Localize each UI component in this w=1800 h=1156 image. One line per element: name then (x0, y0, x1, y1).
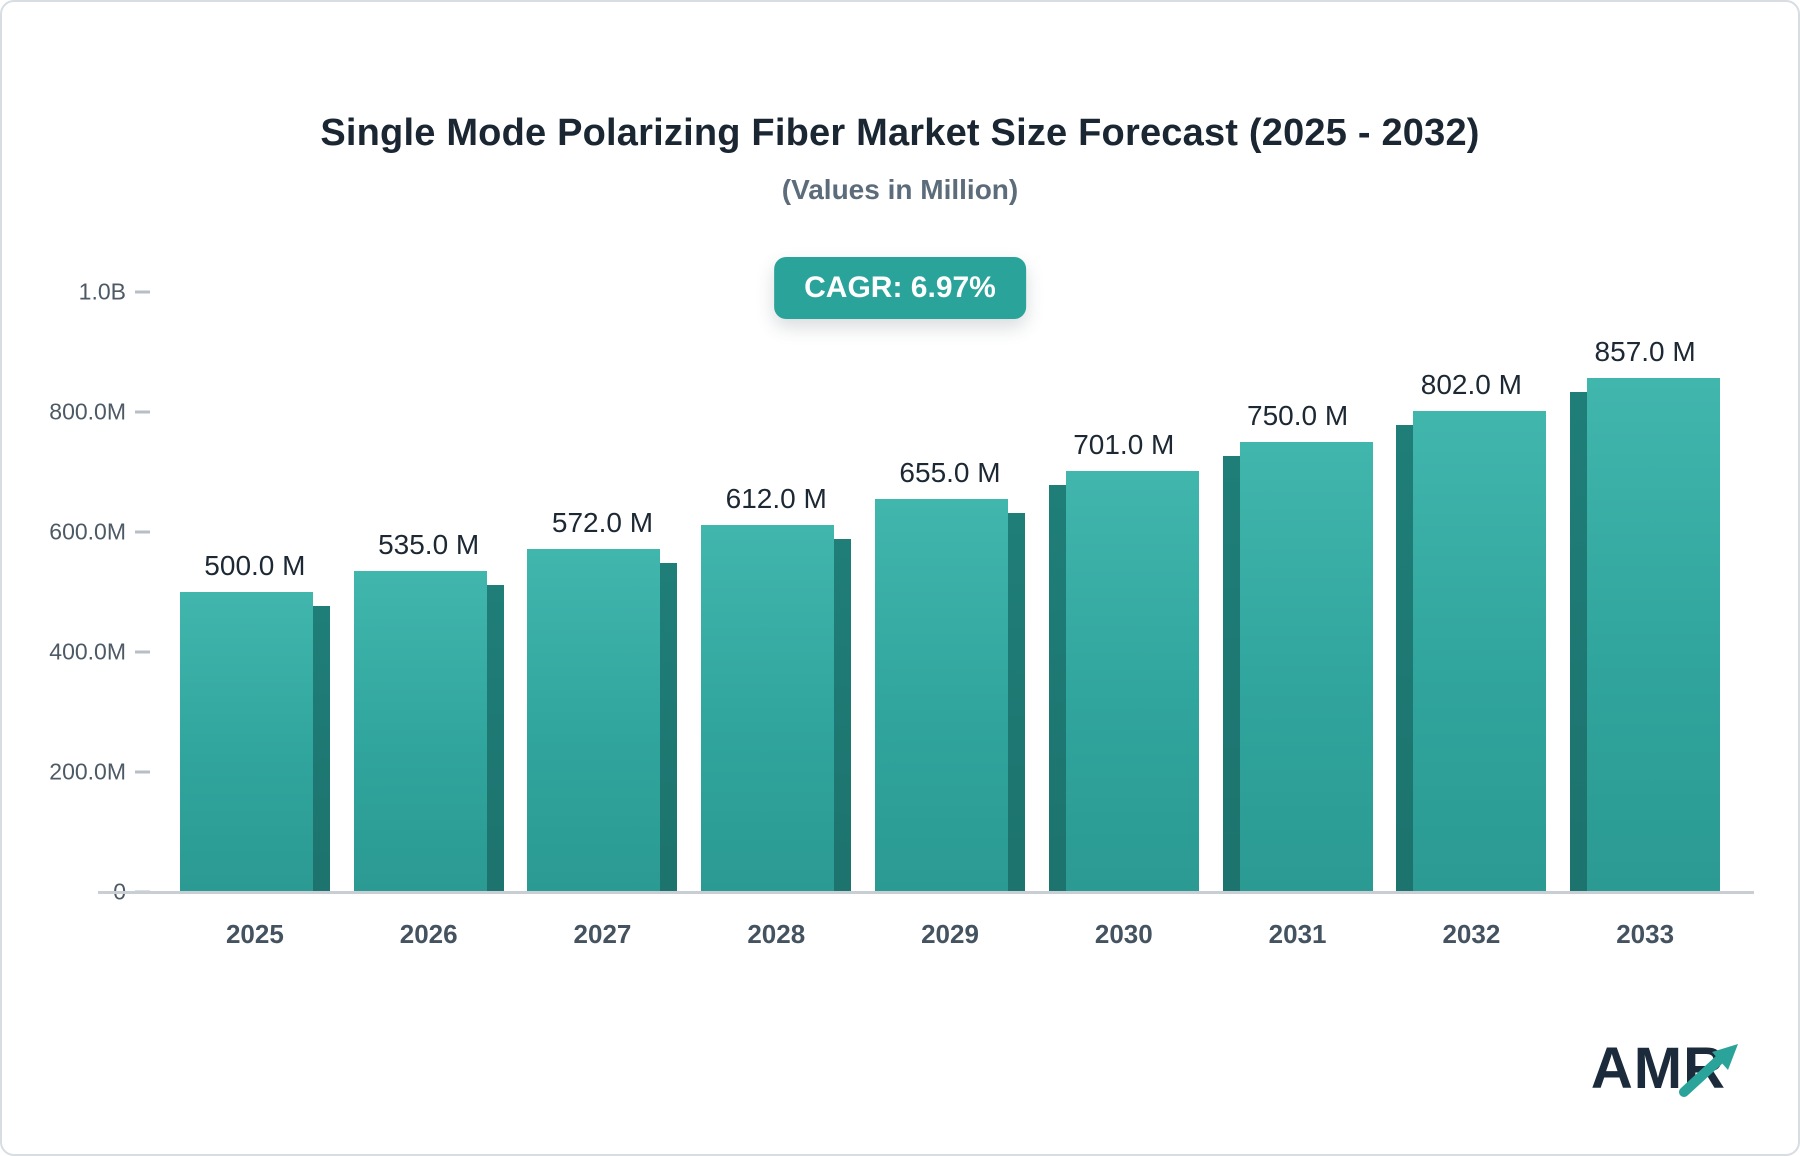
bar-slot: 572.0 M 2027 (516, 292, 690, 949)
y-axis-tick-label: 1.0B (78, 278, 126, 305)
bar-side-shade (1396, 424, 1414, 892)
bar-face (353, 571, 487, 892)
x-axis-label: 2033 (1616, 919, 1675, 949)
bar-2025: 500.0 M (179, 550, 330, 892)
y-axis-tick: 800.0M (8, 399, 150, 426)
bar-2027: 572.0 M (527, 507, 678, 892)
bar-slot: 750.0 M 2031 (1211, 292, 1385, 949)
y-axis-tick: 1.0B (8, 279, 150, 306)
bar-slot: 535.0 M 2026 (342, 292, 516, 949)
cagr-badge: CAGR: 6.97% (774, 257, 1026, 319)
bar-side-shade (1048, 485, 1066, 892)
bar-side-shade (660, 562, 678, 892)
y-axis-tick-mark (135, 290, 150, 294)
y-axis-tick-mark (135, 890, 150, 894)
bar-2033: 857.0 M (1570, 336, 1721, 892)
bars-container: 500.0 M 2025 535.0 M 2026 572.0 M 2027 612.0 M… (160, 292, 1740, 949)
x-axis-label: 2027 (573, 919, 632, 949)
bar-value-label: 500.0 M (204, 550, 306, 581)
bar-side-shade (1008, 513, 1026, 892)
y-axis-tick-label: 800.0M (49, 398, 126, 425)
bar-face (1239, 442, 1373, 892)
bar-value-label: 802.0 M (1420, 368, 1522, 400)
bar-face (179, 592, 313, 892)
amr-logo: AMR (1591, 1035, 1738, 1102)
bar-slot: 612.0 M 2028 (689, 292, 863, 949)
bar-value-label: 572.0 M (551, 506, 654, 538)
bar-slot: 857.0 M 2033 (1558, 292, 1732, 949)
bar-face (875, 499, 1009, 892)
x-axis-label: 2030 (1094, 919, 1153, 949)
x-axis-label: 2032 (1442, 919, 1501, 949)
bar-face (1413, 410, 1547, 892)
arrow-up-icon (1679, 1044, 1738, 1097)
y-axis-tick-mark (135, 530, 150, 534)
bar-face (701, 524, 835, 892)
chart-title: Single Mode Polarizing Fiber Market Size… (320, 112, 1480, 154)
bar-value-label: 612.0 M (725, 482, 827, 514)
bar-value-label: 701.0 M (1073, 429, 1175, 461)
bar-side-shade (1222, 456, 1240, 892)
bar-2032: 802.0 M (1396, 369, 1547, 892)
bar-face (527, 548, 661, 892)
y-axis-tick-label: 400.0M (49, 638, 126, 665)
bar-side-shade (834, 538, 852, 892)
bar-slot: 500.0 M 2025 (168, 292, 342, 949)
bar-side-shade (312, 606, 330, 892)
y-axis-tick: 600.0M (8, 519, 150, 546)
bar-face (1587, 377, 1721, 892)
bar-value-label: 535.0 M (378, 529, 480, 560)
bar-value-label: 750.0 M (1246, 400, 1349, 431)
chart-subtitle: (Values in Million) (781, 174, 1019, 205)
y-axis-tick-mark (135, 410, 150, 414)
y-axis-tick-label: 600.0M (49, 518, 126, 545)
x-axis-label: 2031 (1268, 919, 1327, 949)
bar-slot: 802.0 M 2032 (1384, 292, 1558, 949)
y-axis-tick-mark (135, 770, 150, 774)
plot-area: 500.0 M 2025 535.0 M 2026 572.0 M 2027 612.0 M… (49, 279, 1754, 949)
bar-2028: 612.0 M (701, 483, 852, 892)
bar-side-shade (486, 585, 504, 892)
bar-value-label: 857.0 M (1594, 335, 1696, 367)
y-axis-tick-label: 0 (113, 878, 126, 905)
bar-slot: 701.0 M 2030 (1037, 292, 1211, 949)
bar-2029: 655.0 M (875, 457, 1026, 892)
y-axis-tick: 0 (8, 879, 150, 906)
x-axis-label: 2029 (921, 919, 979, 949)
y-axis-tick-mark (135, 650, 150, 654)
x-axis-label: 2025 (225, 919, 284, 949)
bar-value-label: 655.0 M (899, 457, 1001, 488)
bar-side-shade (1570, 391, 1588, 892)
x-axis-label: 2026 (399, 919, 458, 949)
bar-2031: 750.0 M (1222, 400, 1373, 892)
bar-face (1065, 471, 1199, 892)
bar-2030: 701.0 M (1048, 429, 1199, 892)
bar-slot: 655.0 M 2029 (863, 292, 1037, 949)
x-axis-label: 2028 (747, 919, 806, 949)
y-axis-tick-label: 200.0M (49, 758, 126, 785)
bar-2026: 535.0 M (353, 529, 504, 892)
y-axis-tick: 400.0M (8, 639, 150, 666)
y-axis-tick: 200.0M (8, 759, 150, 786)
